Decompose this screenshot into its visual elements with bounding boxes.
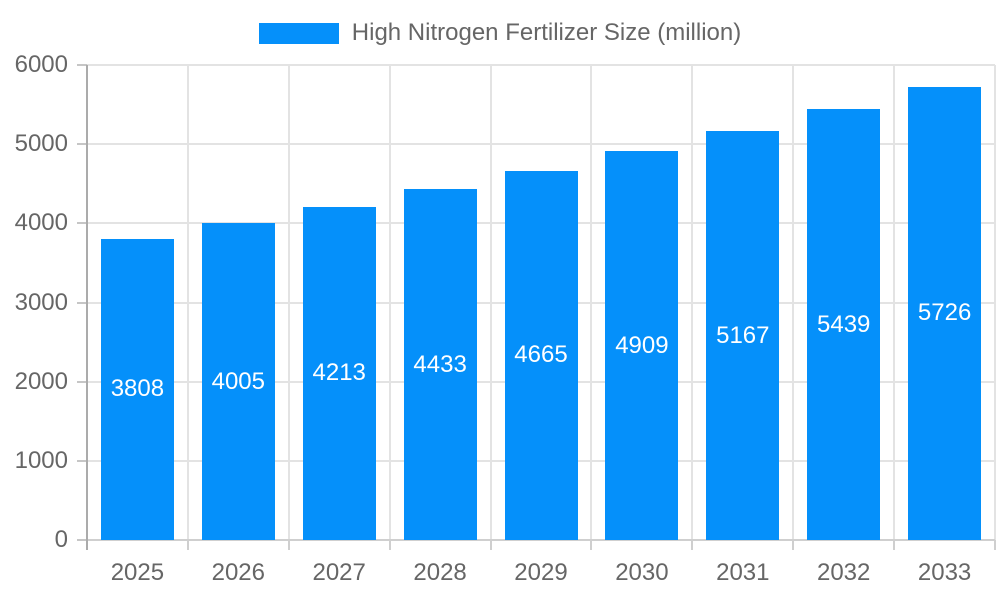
x-axis-tick-label: 2030	[615, 559, 669, 586]
x-gridline	[489, 65, 492, 540]
bar-2031[interactable]	[706, 130, 779, 540]
y-gridline	[87, 143, 995, 146]
bar-value-label: 4665	[514, 341, 568, 369]
bar-2028[interactable]	[404, 189, 477, 540]
y-axis-tick-label: 4000	[14, 209, 68, 237]
y-axis-tick-label: 3000	[14, 288, 68, 316]
y-axis-tick	[77, 64, 87, 66]
bar-2026[interactable]	[202, 222, 275, 540]
bar-value-label: 4005	[211, 367, 265, 395]
x-gridline	[590, 65, 593, 540]
bar-2032[interactable]	[807, 109, 880, 540]
bar-2033[interactable]	[908, 86, 981, 540]
x-gridline	[893, 65, 896, 540]
x-gridline	[691, 65, 694, 540]
y-axis-tick	[77, 539, 87, 541]
x-axis-tick-label: 2029	[514, 559, 568, 586]
bar-2027[interactable]	[303, 206, 376, 540]
x-axis-tick-label: 2025	[110, 559, 165, 586]
bar-value-label: 3808	[110, 375, 165, 403]
y-axis-line	[86, 65, 88, 550]
x-gridline	[388, 65, 391, 540]
x-gridline	[287, 65, 290, 540]
x-axis-tick-label: 2032	[816, 559, 871, 586]
y-axis-tick-label: 1000	[14, 446, 68, 474]
y-axis-tick-label: 0	[54, 526, 68, 553]
x-axis-tick-label: 2033	[917, 559, 972, 586]
x-axis-tick-label: 2028	[413, 559, 467, 586]
y-axis-tick	[77, 380, 87, 383]
bar-value-label: 5439	[816, 310, 871, 338]
y-axis-tick	[77, 459, 87, 462]
x-axis-tick	[186, 540, 189, 550]
y-axis-tick	[77, 301, 87, 304]
x-axis-tick	[388, 540, 391, 550]
y-axis-tick-label: 6000	[14, 51, 68, 78]
x-axis-tick-label: 2031	[716, 559, 770, 586]
bar-2030[interactable]	[605, 151, 678, 540]
x-axis-tick	[691, 540, 694, 550]
x-axis-tick	[994, 540, 996, 550]
x-axis-tick	[590, 540, 593, 550]
y-axis-tick-label: 2000	[14, 367, 68, 395]
y-axis-tick-label: 5000	[14, 130, 68, 158]
bar-2029[interactable]	[505, 170, 578, 540]
legend-swatch	[258, 22, 339, 44]
x-axis-tick	[792, 540, 795, 550]
x-axis-tick	[287, 540, 290, 550]
bar-value-label: 5167	[716, 321, 770, 349]
x-axis-tick	[489, 540, 492, 550]
x-axis-tick	[893, 540, 896, 550]
bar-value-label: 4433	[413, 350, 467, 378]
bar-2025[interactable]	[101, 238, 174, 540]
bar-value-label: 5726	[917, 299, 972, 327]
x-gridline	[994, 65, 996, 540]
bar-value-label: 4213	[312, 359, 366, 387]
y-gridline	[87, 64, 995, 66]
x-axis-tick-label: 2026	[211, 559, 265, 586]
y-axis-tick	[77, 143, 87, 146]
bar-value-label: 4909	[615, 331, 669, 359]
legend[interactable]: High Nitrogen Fertilizer Size (million)	[0, 19, 1000, 46]
x-axis-tick-label: 2027	[312, 559, 366, 586]
legend-label: High Nitrogen Fertilizer Size (million)	[351, 19, 742, 46]
x-axis-line	[87, 539, 995, 541]
y-axis-tick	[77, 222, 87, 225]
x-gridline	[186, 65, 189, 540]
x-gridline	[792, 65, 795, 540]
